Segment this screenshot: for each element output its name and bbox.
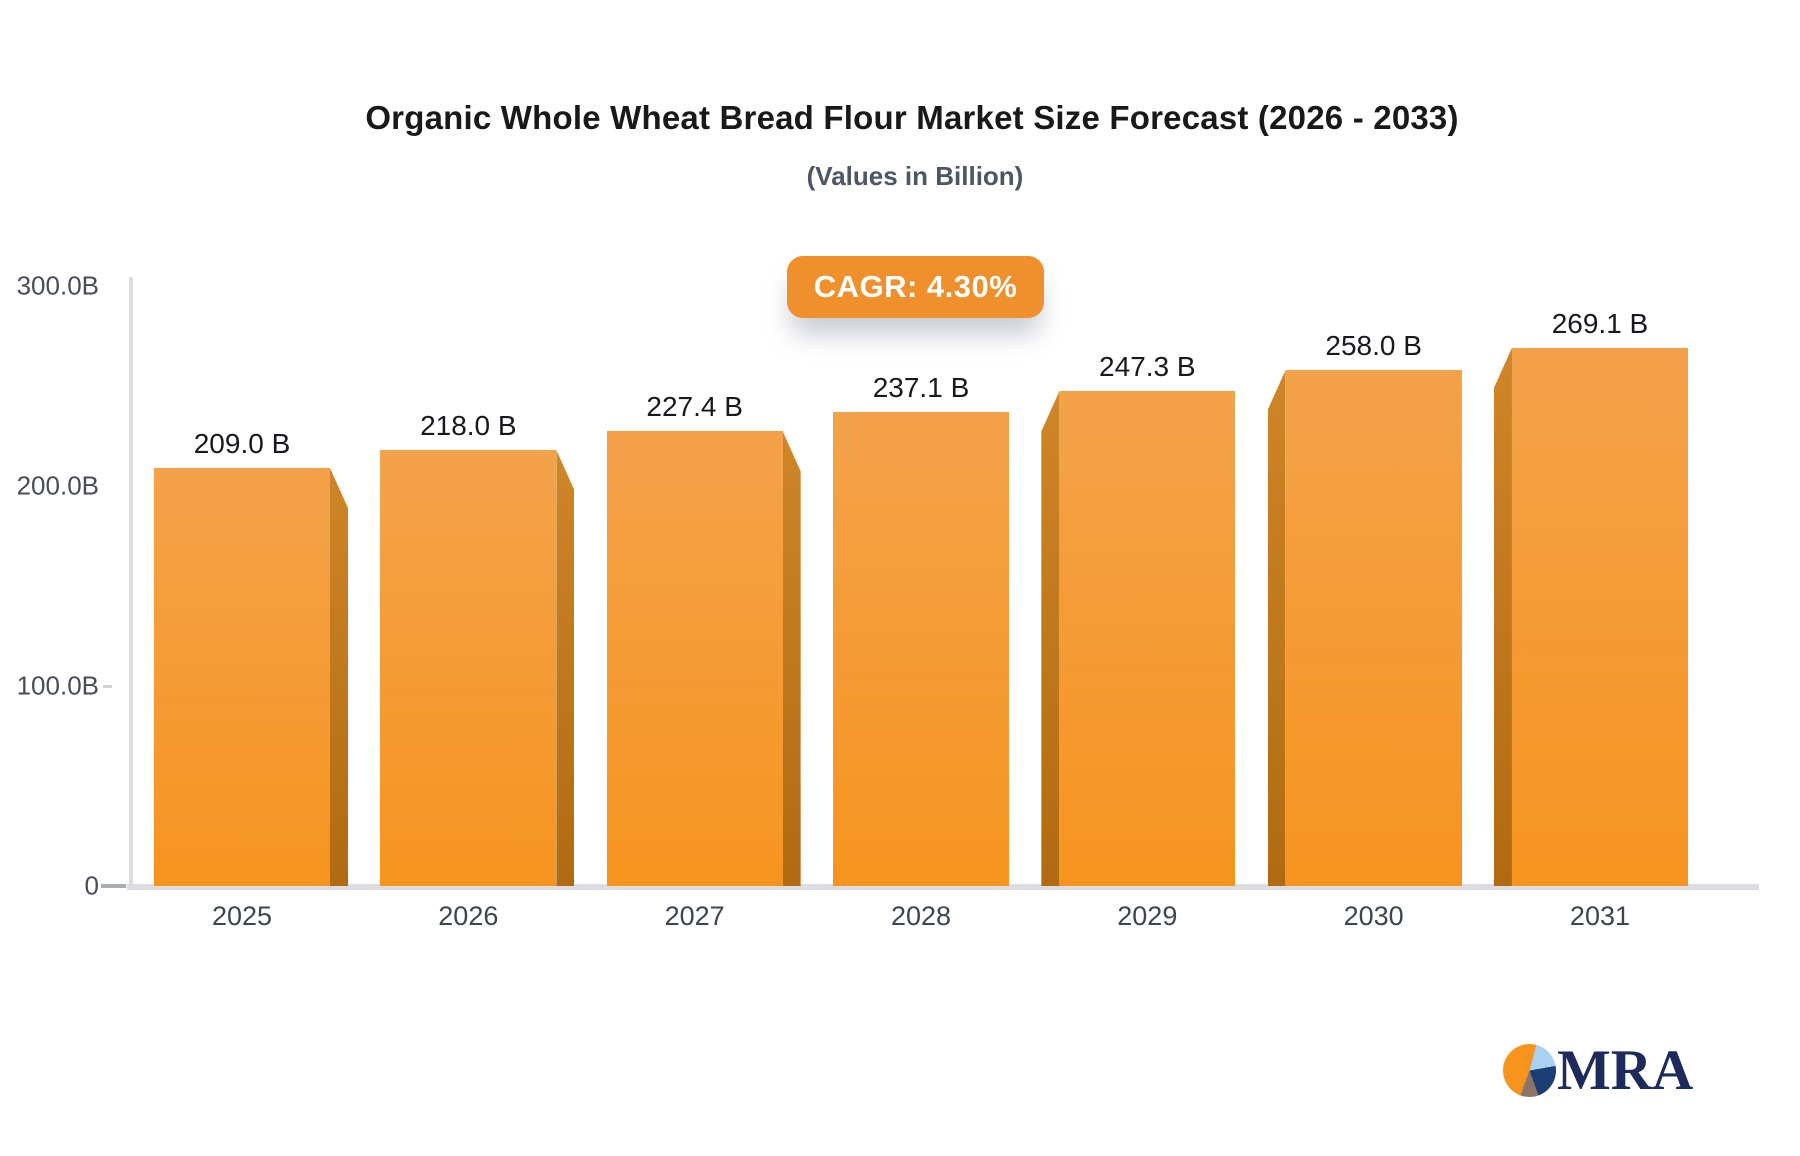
x-axis-label-2030: 2030 <box>1343 901 1404 931</box>
x-axis-label-2027: 2027 <box>664 901 725 931</box>
y-axis-label: 100.0B <box>16 670 99 701</box>
cagr-badge: CAGR: 4.30% <box>787 256 1044 318</box>
y-axis-tick <box>103 685 112 688</box>
bar-side-face <box>782 431 801 886</box>
bar-value-label: 269.1 B <box>1551 307 1649 339</box>
chart-title: Organic Whole Wheat Bread Flour Market S… <box>365 99 1459 136</box>
bar-side-face <box>1267 370 1286 886</box>
y-axis-label: 0 <box>84 870 99 901</box>
logo-text: MRA <box>1557 1038 1694 1102</box>
pie-chart-icon <box>1503 1043 1556 1097</box>
x-axis-label-2029: 2029 <box>1117 901 1178 931</box>
bar-side-face <box>556 450 575 886</box>
bar-value-label: 209.0 B <box>193 428 291 459</box>
y-axis-label: 200.0B <box>16 470 99 501</box>
bar-side-face <box>330 468 348 886</box>
chart-subtitle: (Values in Billion) <box>806 161 1024 191</box>
x-axis-label-2026: 2026 <box>438 901 499 931</box>
bar-value-label: 258.0 B <box>1325 330 1422 361</box>
x-axis-label-2025: 2025 <box>211 901 273 931</box>
bar-2026[interactable] <box>380 450 557 886</box>
y-axis-label: 300.0B <box>16 270 99 301</box>
y-axis-tick <box>101 884 126 888</box>
x-axis-line <box>127 884 1759 890</box>
cagr-badge-label: CAGR: 4.30% <box>813 269 1018 304</box>
bar-2029[interactable] <box>1059 391 1236 886</box>
bar-value-label: 247.3 B <box>1099 351 1196 383</box>
mra-logo: MRA <box>1503 1040 1693 1100</box>
x-axis-label-2028: 2028 <box>890 901 952 931</box>
bar-side-face <box>1493 347 1512 886</box>
y-axis-line <box>129 277 133 886</box>
bar-value-label: 237.1 B <box>872 371 970 403</box>
bar-side-face <box>1041 391 1060 886</box>
bar-2027[interactable] <box>606 431 783 886</box>
bar-2028[interactable] <box>832 411 1009 886</box>
bar-2030[interactable] <box>1285 370 1462 886</box>
bar-2025[interactable] <box>154 468 330 886</box>
bar-value-label: 218.0 B <box>420 410 517 441</box>
x-axis-label-2031: 2031 <box>1569 901 1630 931</box>
bar-2031[interactable] <box>1511 347 1688 886</box>
bar-value-label: 227.4 B <box>646 391 743 423</box>
